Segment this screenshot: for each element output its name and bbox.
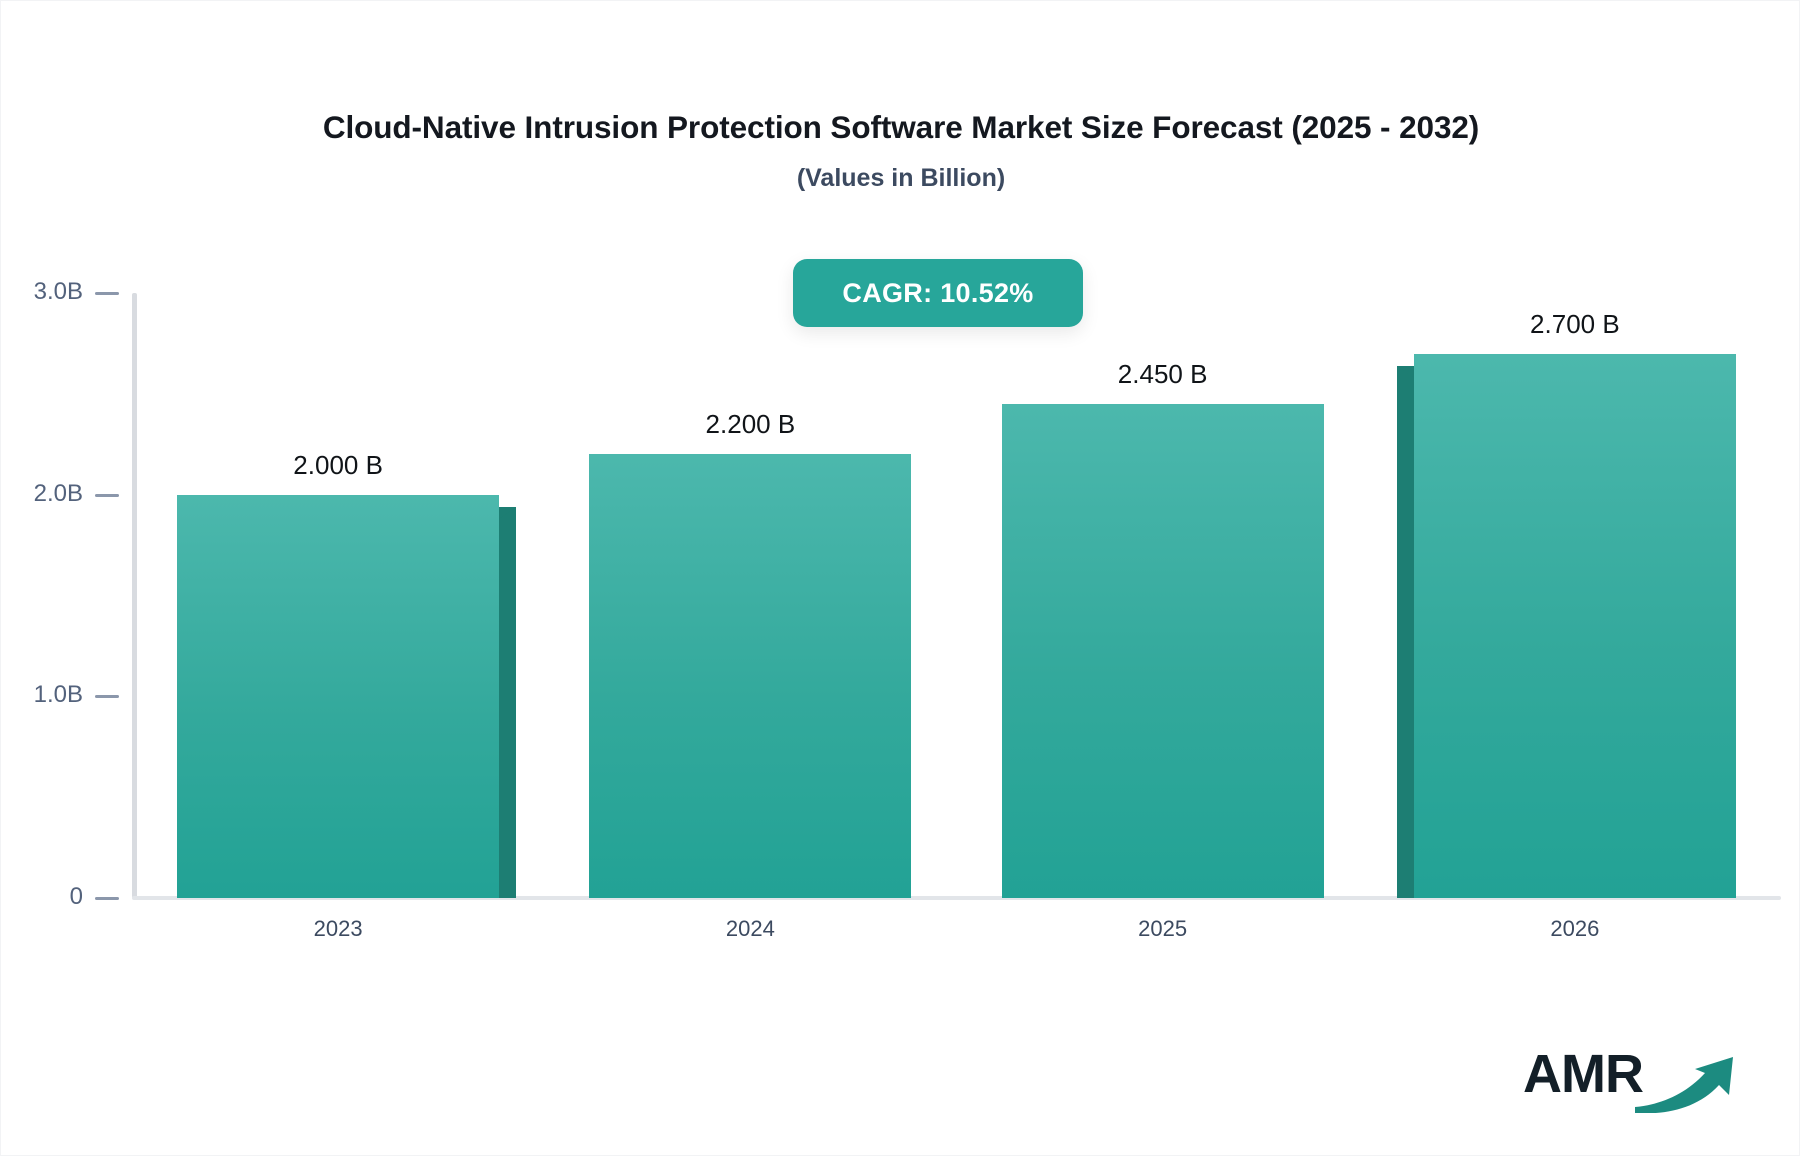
bar-value-label: 2.450 B bbox=[1117, 358, 1208, 389]
chart-subtitle: (Values in Billion) bbox=[796, 163, 1006, 192]
y-axis-tick-mark bbox=[95, 292, 119, 295]
growth-arrow-icon bbox=[1635, 1057, 1733, 1113]
bar-slot: 2.200 B bbox=[589, 293, 912, 898]
y-axis-tick-mark bbox=[95, 493, 119, 497]
amr-logo: AMR bbox=[1523, 1045, 1743, 1117]
y-axis-tick-label: 0 bbox=[69, 883, 83, 910]
title-block: Cloud-Native Intrusion Protection Softwa… bbox=[1, 109, 1800, 193]
bar[interactable] bbox=[177, 494, 517, 898]
x-axis-label: 2025 bbox=[1138, 916, 1188, 941]
cagr-badge-label: CAGR: 10.52% bbox=[842, 277, 1034, 308]
y-axis-tick-label: 1.0B bbox=[33, 681, 83, 709]
bar[interactable] bbox=[589, 454, 912, 898]
bar-value-label: 2.200 B bbox=[705, 409, 796, 440]
bar-side-face bbox=[1396, 365, 1414, 898]
bar-value-label: 2.700 B bbox=[1530, 308, 1620, 339]
cagr-badge: CAGR: 10.52% bbox=[793, 259, 1083, 327]
x-axis-baseline bbox=[132, 896, 1781, 900]
y-axis-line bbox=[132, 293, 137, 898]
bar-slot: 2.700 B bbox=[1396, 293, 1736, 898]
x-axis-label: 2023 bbox=[313, 916, 363, 941]
y-axis-tick-label: 2.0B bbox=[33, 479, 83, 507]
bar[interactable] bbox=[1396, 353, 1736, 898]
y-axis-tick-label: 3.0B bbox=[33, 278, 83, 305]
y-axis-tick-mark bbox=[95, 695, 119, 699]
bar-value-label: 2.000 B bbox=[293, 449, 383, 480]
bar-series: 2.000 B 2.200 B 2.450 B 2.700 B bbox=[132, 293, 1781, 898]
amr-logo-text: AMR bbox=[1523, 1044, 1644, 1104]
bar[interactable] bbox=[1001, 403, 1324, 898]
bar-slot: 2.000 B bbox=[177, 293, 517, 898]
y-axis-tick-mark bbox=[95, 897, 119, 900]
bar-side-face bbox=[499, 506, 517, 898]
x-axis-label: 2024 bbox=[725, 916, 775, 941]
page-title: Cloud-Native Intrusion Protection Softwa… bbox=[322, 109, 1480, 145]
x-axis-labels: 2023 2024 2025 2026 bbox=[132, 916, 1781, 956]
x-axis-label: 2026 bbox=[1550, 916, 1600, 941]
bar-slot: 2.450 B bbox=[1001, 293, 1324, 898]
